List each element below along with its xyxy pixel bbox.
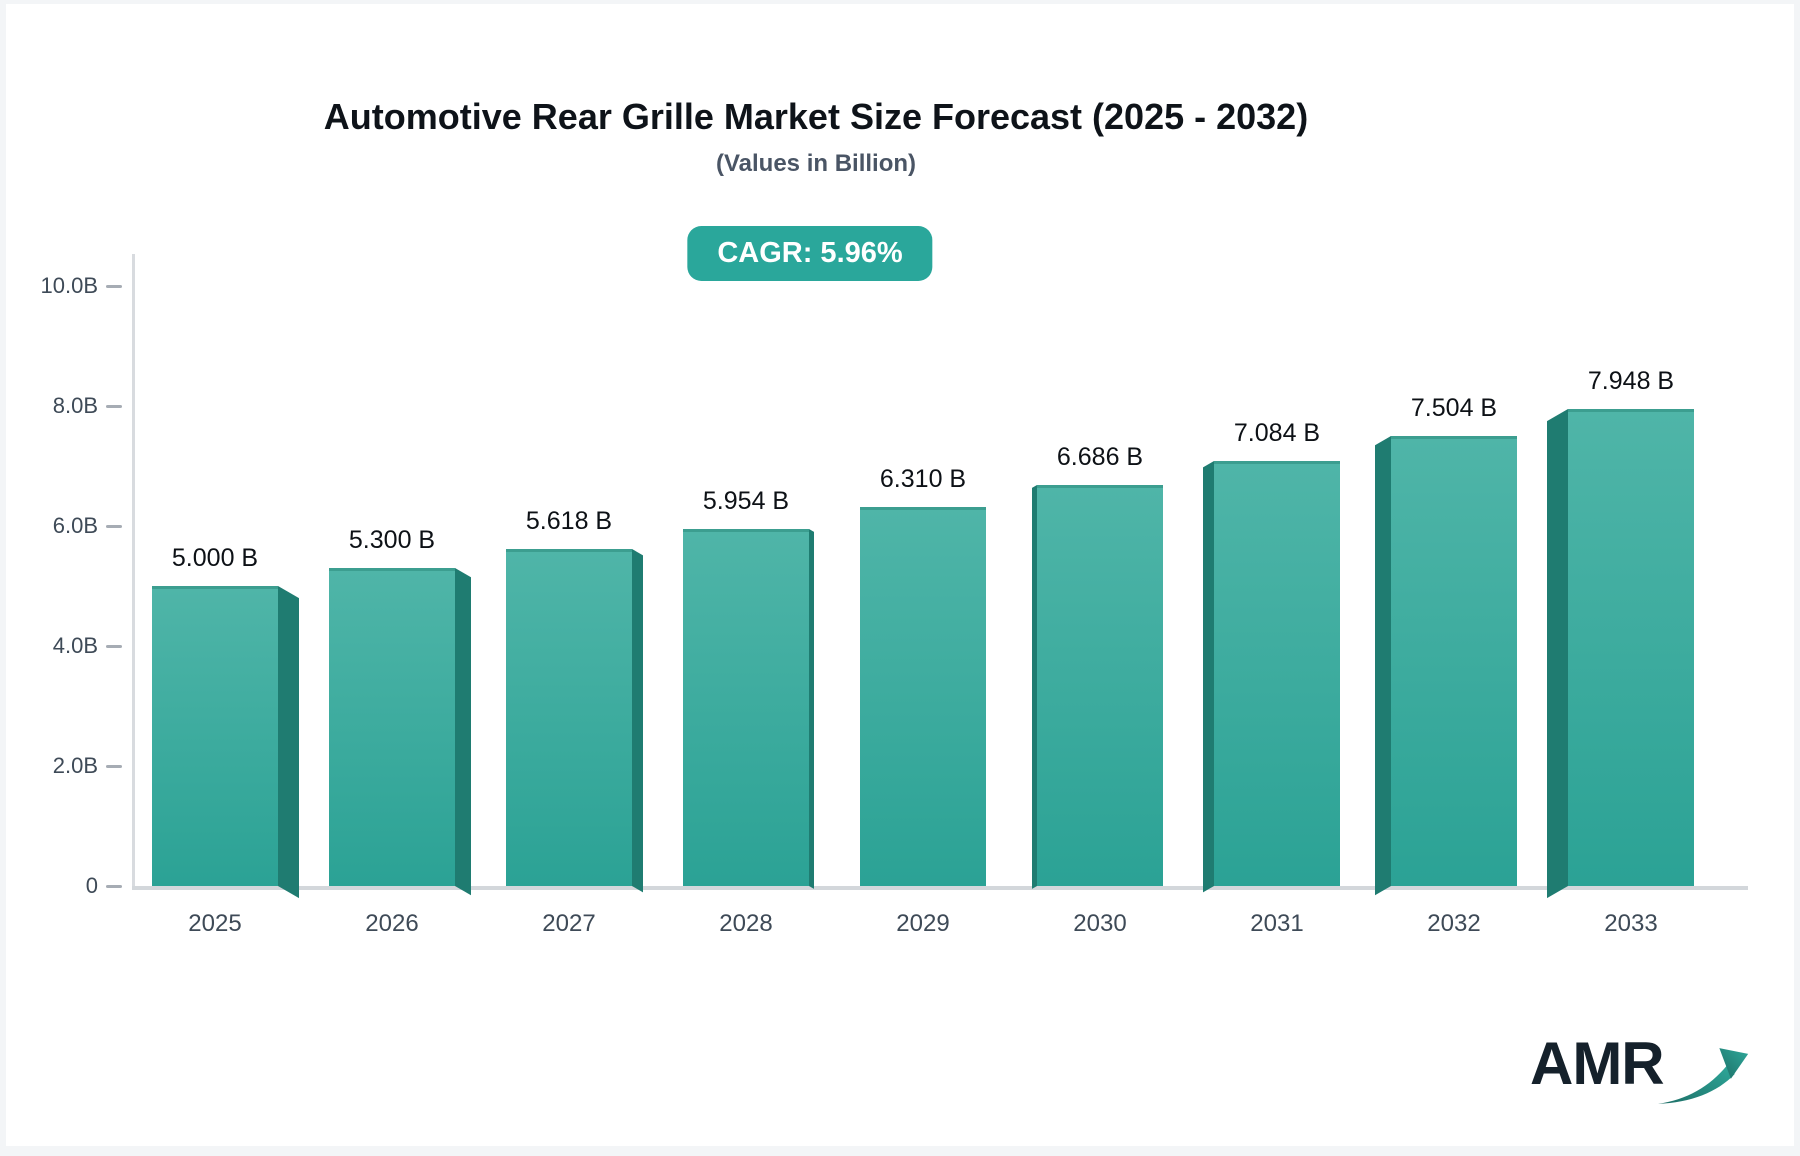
- chart-title: Automotive Rear Grille Market Size Forec…: [323, 96, 1309, 137]
- y-axis-tick-mark: [106, 645, 122, 648]
- bar-side-face: [1547, 409, 1568, 899]
- y-axis-line: [132, 254, 135, 890]
- bar: [1214, 461, 1340, 886]
- y-axis-tick-label: 10.0B: [40, 273, 99, 298]
- bar: [1037, 485, 1163, 886]
- bar-side-face: [278, 586, 299, 899]
- bar-value-label: 5.300 B: [348, 526, 436, 554]
- x-axis-tick-label: 2025: [188, 910, 242, 937]
- x-axis-baseline: [132, 886, 1748, 890]
- x-axis-tick-label: 2033: [1604, 910, 1658, 937]
- amr-logo-text: AMR: [1530, 1030, 1665, 1097]
- bar-value-label: 5.000 B: [171, 544, 259, 572]
- chart-subtitle: (Values in Billion): [715, 150, 917, 177]
- y-axis-tick-mark: [106, 405, 122, 408]
- y-axis-tick-mark: [106, 885, 122, 888]
- bar-value-label: 7.504 B: [1410, 394, 1498, 422]
- growth-arrow-icon: [1656, 1036, 1752, 1117]
- y-axis-tick-mark: [106, 285, 122, 288]
- bar: [1568, 409, 1694, 886]
- y-axis-tick-mark: [106, 525, 122, 528]
- x-axis-tick-label: 2026: [365, 910, 419, 937]
- bar: [683, 529, 809, 886]
- bar-side-face: [1203, 461, 1214, 893]
- x-axis-tick-label: 2030: [1073, 910, 1127, 937]
- chart: Automotive Rear Grille Market Size Forec…: [6, 4, 1794, 1146]
- y-axis-tick-mark: [106, 765, 122, 768]
- y-axis-tick-label: 2.0B: [52, 753, 98, 778]
- bar-side-face: [1375, 436, 1391, 896]
- x-axis-tick-label: 2028: [719, 910, 773, 937]
- bar-value-label: 7.084 B: [1233, 419, 1321, 447]
- bar-value-label: 5.618 B: [525, 507, 613, 535]
- x-axis-tick-label: 2032: [1427, 910, 1481, 937]
- bar: [329, 568, 455, 886]
- x-axis-tick-label: 2031: [1250, 910, 1304, 937]
- bar-side-face: [809, 529, 814, 889]
- y-axis-tick-label: 0: [85, 873, 98, 898]
- bar-value-label: 6.310 B: [879, 465, 967, 493]
- bar: [1391, 436, 1517, 886]
- y-axis-tick-label: 4.0B: [52, 633, 98, 658]
- x-axis-tick-label: 2027: [542, 910, 596, 937]
- bar-value-label: 6.686 B: [1056, 443, 1144, 471]
- bar-value-label: 7.948 B: [1587, 367, 1675, 395]
- bar-value-label: 5.954 B: [702, 487, 790, 515]
- chart-card: Automotive Rear Grille Market Size Forec…: [6, 4, 1794, 1146]
- cagr-badge: CAGR: 5.96%: [687, 226, 933, 281]
- bar: [860, 507, 986, 886]
- y-axis-tick-label: 8.0B: [52, 393, 98, 418]
- x-axis-tick-label: 2029: [896, 910, 950, 937]
- bar: [152, 586, 278, 886]
- bar-side-face: [632, 549, 643, 893]
- y-axis-tick-label: 6.0B: [52, 513, 98, 538]
- bar: [506, 549, 632, 886]
- amr-logo: AMR: [1530, 1034, 1752, 1117]
- bar-side-face: [455, 568, 471, 896]
